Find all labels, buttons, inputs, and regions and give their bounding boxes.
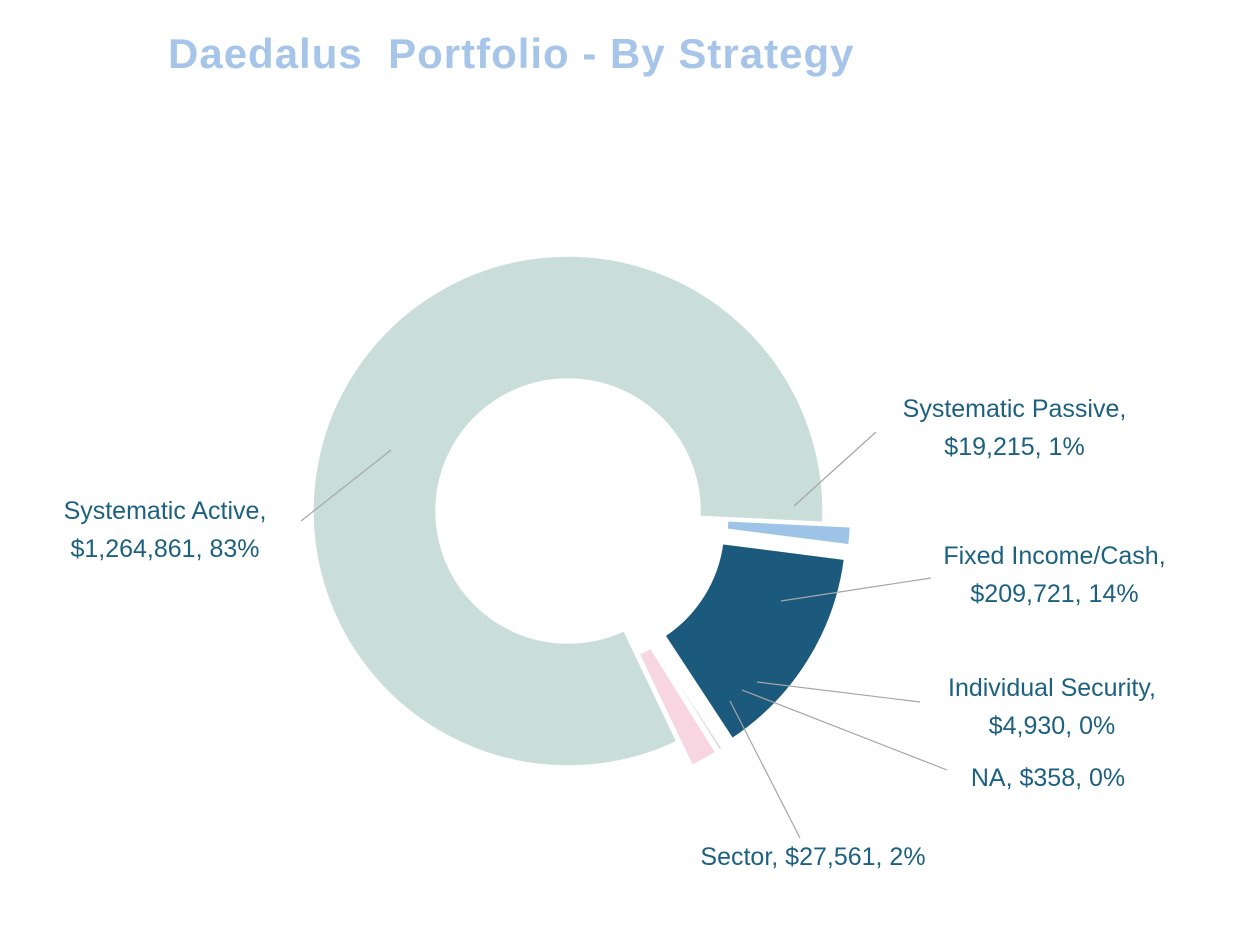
label-sector-text: Sector, $27,561, 2% [700,843,926,871]
label-na-text: NA, $358, 0% [970,764,1126,792]
label-systematic-passive: Systematic Passive, $19,215, 1% [872,390,1157,466]
label-fixed-income-value: $209,721, 14% [970,580,1139,608]
leader-line-sector [729,700,801,839]
leader-line-individual-security [756,681,921,703]
pie-slice-systematic-passive [724,518,854,548]
label-fixed-income-name: Fixed Income/Cash, [943,542,1166,570]
pie-slice-sector [636,644,719,769]
leader-line-systematic-passive [793,431,877,507]
label-systematic-active: Systematic Active, $1,264,861, 83% [20,492,310,568]
pie-slice-fixed-income-cash [661,540,848,742]
leader-line-fixed-income [780,577,932,602]
pie-slice-systematic-active [310,253,826,769]
label-individual-security: Individual Security, $4,930, 0% [912,669,1192,745]
label-individual-security-name: Individual Security, [948,674,1156,702]
label-individual-security-value: $4,930, 0% [988,712,1116,740]
label-fixed-income: Fixed Income/Cash, $209,721, 14% [922,537,1187,613]
label-systematic-passive-value: $19,215, 1% [944,433,1085,461]
leader-line-systematic-active [300,449,392,522]
label-sector: Sector, $27,561, 2% [668,838,958,876]
label-na: NA, $358, 0% [938,759,1158,797]
label-systematic-active-value: $1,264,861, 83% [70,535,260,563]
label-systematic-active-name: Systematic Active, [63,497,267,525]
leader-lines [300,431,948,839]
label-systematic-passive-name: Systematic Passive, [902,395,1127,423]
leader-line-na [741,689,948,771]
donut-slices [310,253,854,769]
chart-title: Daedalus Portfolio - By Strategy [168,30,855,77]
